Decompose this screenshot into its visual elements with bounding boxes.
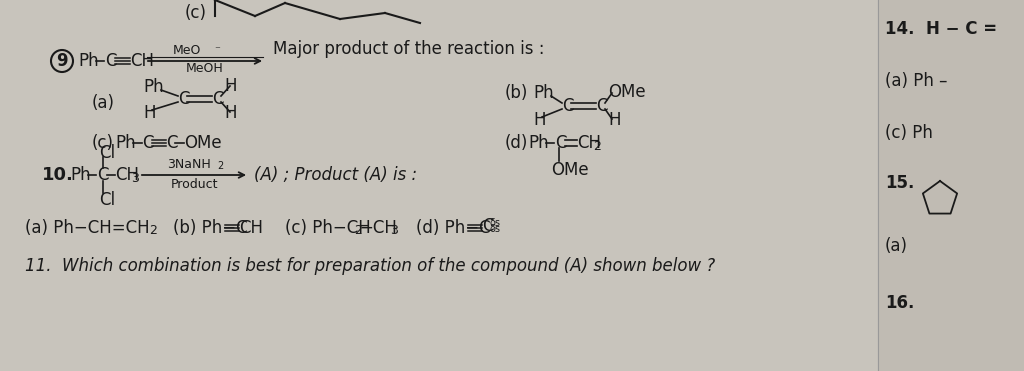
Text: H: H	[534, 111, 546, 129]
Text: 3: 3	[390, 224, 398, 237]
Text: 15.: 15.	[885, 174, 914, 192]
Text: Product: Product	[170, 178, 218, 191]
Text: ⁻: ⁻	[214, 45, 220, 55]
Text: (b) Ph−C: (b) Ph−C	[173, 219, 248, 237]
Text: C: C	[562, 97, 573, 115]
Text: C: C	[555, 134, 566, 152]
Text: Ph: Ph	[78, 52, 98, 70]
Text: 14.  H − C =: 14. H − C =	[885, 20, 997, 38]
Text: C: C	[212, 90, 223, 108]
Text: δs: δs	[490, 218, 501, 228]
Text: Major product of the reaction is :: Major product of the reaction is :	[273, 40, 545, 58]
Text: 2: 2	[593, 139, 601, 152]
Text: (a) Ph−CH=CH: (a) Ph−CH=CH	[25, 219, 150, 237]
Text: −CH: −CH	[359, 219, 397, 237]
Bar	[878, 0, 1024, 371]
Text: OMe: OMe	[608, 83, 645, 101]
Text: Ph: Ph	[70, 166, 91, 184]
Text: Ph: Ph	[534, 84, 554, 102]
Text: δs: δs	[490, 224, 501, 234]
Text: C: C	[97, 166, 109, 184]
Text: C: C	[166, 134, 177, 152]
Text: CH: CH	[239, 219, 263, 237]
Text: Ph: Ph	[143, 78, 164, 96]
Text: CH: CH	[130, 52, 154, 70]
Text: 16.: 16.	[885, 294, 914, 312]
Text: C: C	[178, 90, 189, 108]
Text: CH: CH	[115, 166, 139, 184]
Text: C: C	[142, 134, 154, 152]
Text: 10.: 10.	[42, 166, 74, 184]
Text: C: C	[482, 217, 494, 235]
Text: (A) ; Product (A) is :: (A) ; Product (A) is :	[254, 166, 417, 184]
Text: (a): (a)	[885, 237, 908, 255]
Text: 2: 2	[217, 161, 223, 171]
Text: 2: 2	[150, 224, 157, 237]
Text: H: H	[224, 104, 237, 122]
Text: (a) Ph –: (a) Ph –	[885, 72, 947, 90]
Text: C: C	[596, 97, 607, 115]
Text: (c) Ph: (c) Ph	[885, 124, 933, 142]
Text: (d) Ph−C: (d) Ph−C	[416, 219, 490, 237]
Text: 3: 3	[131, 171, 139, 184]
Text: H: H	[608, 111, 621, 129]
Text: (c) Ph−CH: (c) Ph−CH	[285, 219, 371, 237]
Text: (a): (a)	[92, 94, 115, 112]
Text: OMe: OMe	[551, 161, 589, 179]
Text: OMe: OMe	[184, 134, 221, 152]
Text: 2: 2	[354, 224, 361, 237]
Text: Ph: Ph	[115, 134, 135, 152]
Text: (b): (b)	[505, 84, 528, 102]
Text: Cl: Cl	[99, 144, 115, 162]
Text: Ph: Ph	[528, 134, 549, 152]
Text: 9: 9	[56, 52, 68, 70]
Text: H: H	[224, 77, 237, 95]
Text: (c): (c)	[92, 134, 114, 152]
Text: (c): (c)	[185, 4, 207, 22]
Text: (d): (d)	[505, 134, 528, 152]
Text: Cl: Cl	[99, 191, 115, 209]
Text: 3NaNH: 3NaNH	[167, 158, 211, 171]
Text: MeOH: MeOH	[186, 62, 224, 75]
Text: MeO: MeO	[173, 45, 201, 58]
Text: 11.  Which combination is best for preparation of the compound (A) shown below ?: 11. Which combination is best for prepar…	[25, 257, 715, 275]
Text: H: H	[143, 104, 156, 122]
Text: CH: CH	[577, 134, 601, 152]
Text: C: C	[105, 52, 117, 70]
